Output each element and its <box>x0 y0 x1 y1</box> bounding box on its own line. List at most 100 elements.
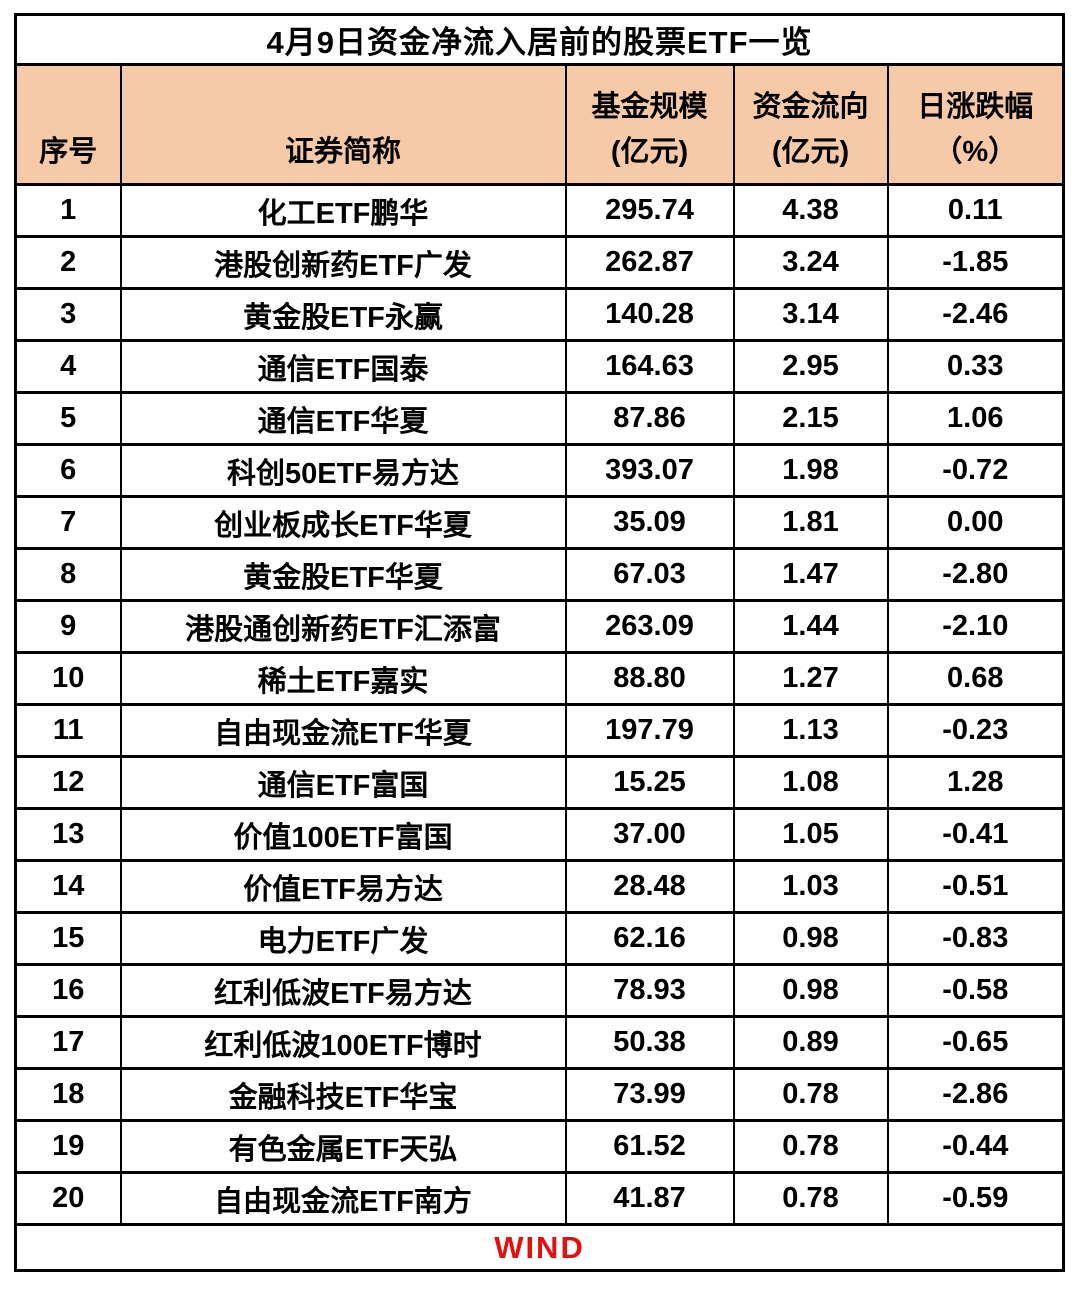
daily-change: 0.11 <box>886 183 1065 238</box>
fund-flow: 0.78 <box>732 1171 889 1226</box>
security-name: 黄金股ETF永赢 <box>119 287 567 342</box>
fund-scale: 197.79 <box>564 703 735 758</box>
daily-change: 0.33 <box>886 339 1065 394</box>
daily-change: -0.41 <box>886 807 1065 862</box>
fund-flow: 1.47 <box>732 547 889 602</box>
daily-change: 1.28 <box>886 755 1065 810</box>
row-seq: 17 <box>14 1015 122 1070</box>
table-row: 20 自由现金流ETF南方 41.87 0.78 -0.59 <box>14 1171 1065 1226</box>
daily-change: 1.06 <box>886 391 1065 446</box>
security-name: 电力ETF广发 <box>119 911 567 966</box>
security-name: 价值100ETF富国 <box>119 807 567 862</box>
column-header-label: 日涨跌幅 <box>917 91 1034 124</box>
fund-scale: 88.80 <box>564 651 735 706</box>
table-row: 5 通信ETF华夏 87.86 2.15 1.06 <box>14 391 1065 446</box>
table-row: 9 港股通创新药ETF汇添富 263.09 1.44 -2.10 <box>14 599 1065 654</box>
table-title: 4月9日资金净流入居前的股票ETF一览 <box>14 13 1065 66</box>
security-name: 金融科技ETF华宝 <box>119 1067 567 1122</box>
table-row: 17 红利低波100ETF博时 50.38 0.89 -0.65 <box>14 1015 1065 1070</box>
fund-scale: 262.87 <box>564 235 735 290</box>
fund-scale: 73.99 <box>564 1067 735 1122</box>
row-seq: 11 <box>14 703 122 758</box>
fund-scale: 78.93 <box>564 963 735 1018</box>
fund-scale: 41.87 <box>564 1171 735 1226</box>
table-row: 14 价值ETF易方达 28.48 1.03 -0.51 <box>14 859 1065 914</box>
security-name: 有色金属ETF天弘 <box>119 1119 567 1174</box>
table-row: 7 创业板成长ETF华夏 35.09 1.81 0.00 <box>14 495 1065 550</box>
column-header-label: 资金流向 <box>752 91 869 124</box>
column-header-seq: 序号 <box>14 63 122 186</box>
table-row: 18 金融科技ETF华宝 73.99 0.78 -2.86 <box>14 1067 1065 1122</box>
daily-change: -2.86 <box>886 1067 1065 1122</box>
row-seq: 6 <box>14 443 122 498</box>
fund-flow: 1.81 <box>732 495 889 550</box>
fund-scale: 61.52 <box>564 1119 735 1174</box>
footer-row: WIND <box>14 1223 1065 1272</box>
security-name: 红利低波100ETF博时 <box>119 1015 567 1070</box>
source-wind-label: WIND <box>494 1229 585 1265</box>
row-seq: 19 <box>14 1119 122 1174</box>
title-row: 4月9日资金净流入居前的股票ETF一览 <box>14 13 1065 66</box>
table-row: 15 电力ETF广发 62.16 0.98 -0.83 <box>14 911 1065 966</box>
fund-scale: 87.86 <box>564 391 735 446</box>
daily-change: -0.59 <box>886 1171 1065 1226</box>
column-header-label: 证券简称 <box>284 136 401 169</box>
fund-scale: 50.38 <box>564 1015 735 1070</box>
table-row: 13 价值100ETF富国 37.00 1.05 -0.41 <box>14 807 1065 862</box>
header-row: 序号 证券简称 基金规模 (亿元) 资金流向 (亿元) 日涨跌幅 （%） <box>14 63 1065 186</box>
security-name: 稀土ETF嘉实 <box>119 651 567 706</box>
table-row: 10 稀土ETF嘉实 88.80 1.27 0.68 <box>14 651 1065 706</box>
table-row: 12 通信ETF富国 15.25 1.08 1.28 <box>14 755 1065 810</box>
daily-change: 0.68 <box>886 651 1065 706</box>
etf-net-inflow-table: 4月9日资金净流入居前的股票ETF一览 序号 证券简称 基金规模 (亿元) 资金流… <box>14 13 1066 1272</box>
row-seq: 12 <box>14 755 122 810</box>
column-header-sub: (亿元) <box>771 136 850 169</box>
row-seq: 1 <box>14 183 122 238</box>
row-seq: 2 <box>14 235 122 290</box>
security-name: 通信ETF富国 <box>119 755 567 810</box>
row-seq: 16 <box>14 963 122 1018</box>
security-name: 通信ETF华夏 <box>119 391 567 446</box>
fund-flow: 1.13 <box>732 703 889 758</box>
column-header-label: 基金规模 <box>591 91 708 124</box>
fund-scale: 62.16 <box>564 911 735 966</box>
row-seq: 15 <box>14 911 122 966</box>
fund-scale: 28.48 <box>564 859 735 914</box>
fund-scale: 263.09 <box>564 599 735 654</box>
row-seq: 20 <box>14 1171 122 1226</box>
table-row: 11 自由现金流ETF华夏 197.79 1.13 -0.23 <box>14 703 1065 758</box>
table-row: 1 化工ETF鹏华 295.74 4.38 0.11 <box>14 183 1065 238</box>
table-row: 19 有色金属ETF天弘 61.52 0.78 -0.44 <box>14 1119 1065 1174</box>
security-name: 价值ETF易方达 <box>119 859 567 914</box>
row-seq: 18 <box>14 1067 122 1122</box>
column-header-daily-change: 日涨跌幅 （%） <box>886 63 1065 186</box>
table-row: 4 通信ETF国泰 164.63 2.95 0.33 <box>14 339 1065 394</box>
table-row: 16 红利低波ETF易方达 78.93 0.98 -0.58 <box>14 963 1065 1018</box>
fund-flow: 0.78 <box>732 1119 889 1174</box>
fund-scale: 164.63 <box>564 339 735 394</box>
fund-flow: 3.14 <box>732 287 889 342</box>
column-header-sub: （%） <box>933 136 1018 169</box>
security-name: 自由现金流ETF南方 <box>119 1171 567 1226</box>
daily-change: -0.44 <box>886 1119 1065 1174</box>
security-name: 创业板成长ETF华夏 <box>119 495 567 550</box>
security-name: 自由现金流ETF华夏 <box>119 703 567 758</box>
daily-change: -2.46 <box>886 287 1065 342</box>
daily-change: -0.51 <box>886 859 1065 914</box>
table-row: 3 黄金股ETF永赢 140.28 3.14 -2.46 <box>14 287 1065 342</box>
daily-change: -2.80 <box>886 547 1065 602</box>
column-header-fund-flow: 资金流向 (亿元) <box>732 63 889 186</box>
fund-scale: 140.28 <box>564 287 735 342</box>
daily-change: -0.23 <box>886 703 1065 758</box>
source-cell: WIND <box>14 1223 1065 1272</box>
table-row: 8 黄金股ETF华夏 67.03 1.47 -2.80 <box>14 547 1065 602</box>
fund-scale: 295.74 <box>564 183 735 238</box>
fund-flow: 0.98 <box>732 911 889 966</box>
fund-flow: 0.98 <box>732 963 889 1018</box>
daily-change: -2.10 <box>886 599 1065 654</box>
fund-flow: 1.98 <box>732 443 889 498</box>
row-seq: 3 <box>14 287 122 342</box>
fund-flow: 3.24 <box>732 235 889 290</box>
row-seq: 13 <box>14 807 122 862</box>
row-seq: 14 <box>14 859 122 914</box>
